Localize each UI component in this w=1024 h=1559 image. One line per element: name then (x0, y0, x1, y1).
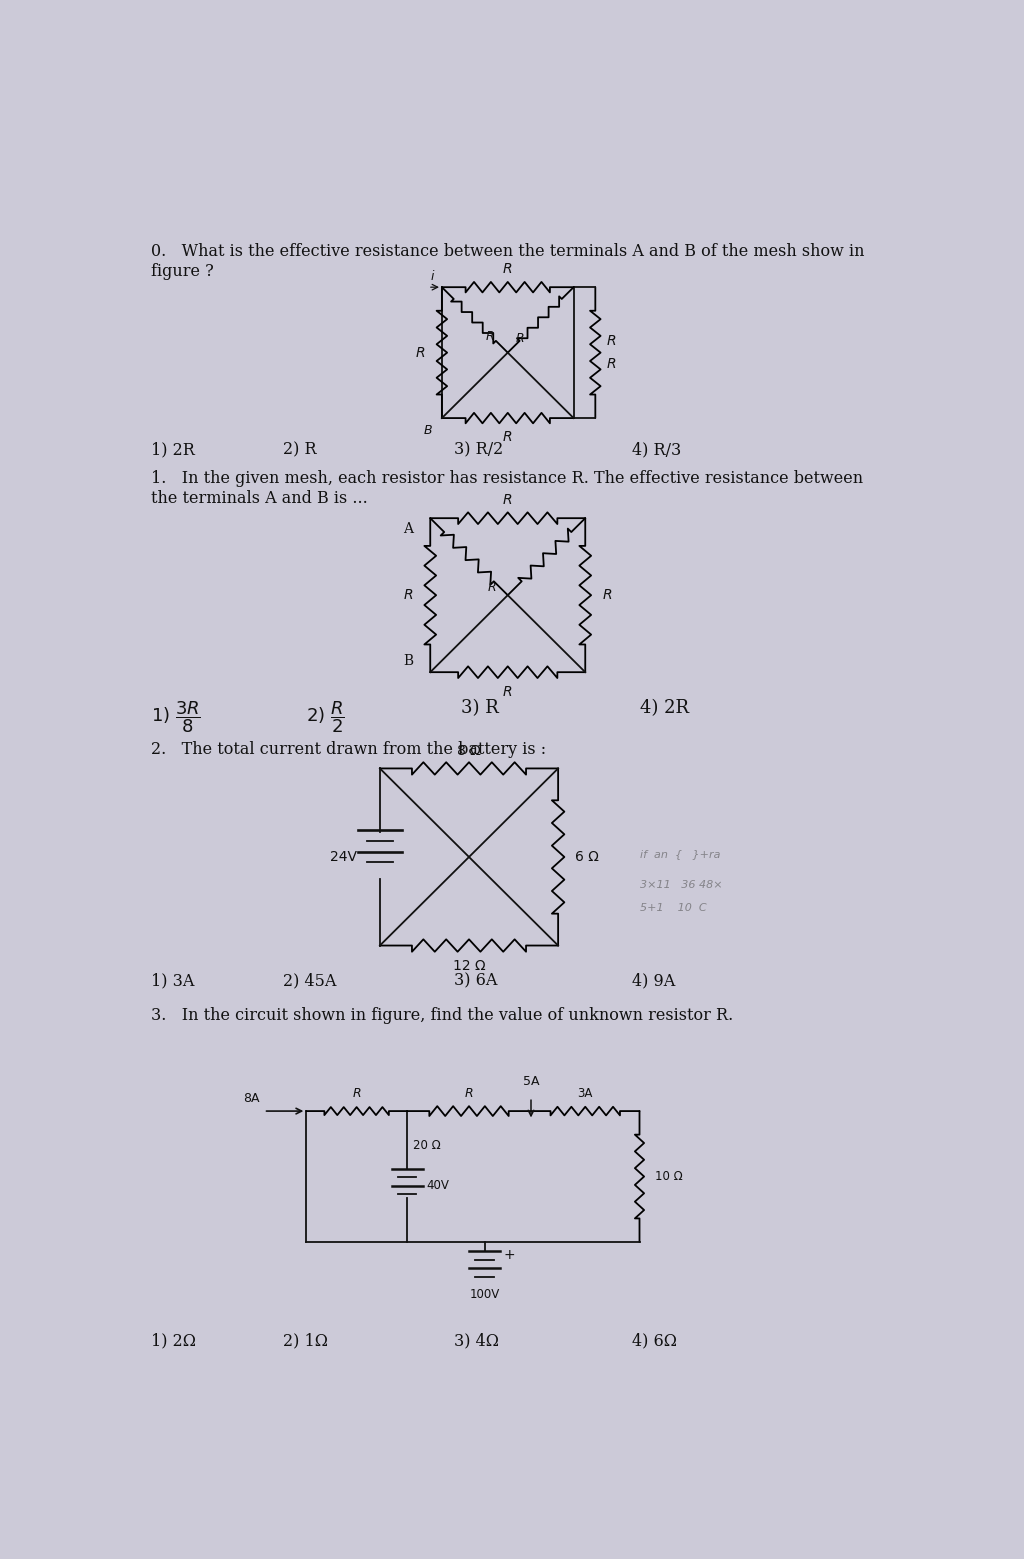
Text: 1) 3A: 1) 3A (152, 973, 195, 990)
Text: 4) 2R: 4) 2R (640, 698, 688, 717)
Text: R: R (465, 1087, 473, 1101)
Text: R: R (503, 684, 513, 698)
Text: R: R (503, 493, 513, 507)
Text: R: R (606, 334, 615, 348)
Text: 3.   In the circuit shown in figure, find the value of unknown resistor R.: 3. In the circuit shown in figure, find … (152, 1007, 733, 1024)
Text: the terminals A and B is ...: the terminals A and B is ... (152, 491, 368, 508)
Text: 3×11   36 48×: 3×11 36 48× (640, 881, 722, 890)
Text: 1) 2Ω: 1) 2Ω (152, 1333, 197, 1350)
Text: 8A: 8A (244, 1091, 260, 1105)
Text: R: R (515, 332, 524, 345)
Text: 2) 45A: 2) 45A (283, 973, 336, 990)
Text: R: R (503, 262, 513, 276)
Text: 5A: 5A (522, 1076, 540, 1088)
Text: 3) 4Ω: 3) 4Ω (454, 1333, 499, 1350)
Text: 3) 6A: 3) 6A (454, 973, 497, 990)
Text: 6 Ω: 6 Ω (575, 850, 599, 864)
Text: 2) $\dfrac{R}{2}$: 2) $\dfrac{R}{2}$ (306, 698, 345, 734)
Text: 2) R: 2) R (283, 441, 316, 458)
Text: 2) 1Ω: 2) 1Ω (283, 1333, 328, 1350)
Text: 20 Ω: 20 Ω (414, 1140, 441, 1152)
Text: 24V: 24V (330, 850, 356, 864)
Text: 4) 9A: 4) 9A (632, 973, 675, 990)
Text: 1.   In the given mesh, each resistor has resistance R. The effective resistance: 1. In the given mesh, each resistor has … (152, 471, 863, 488)
Text: R: R (485, 331, 494, 343)
Text: 4) 6Ω: 4) 6Ω (632, 1333, 677, 1350)
Text: 40V: 40V (426, 1179, 450, 1193)
Text: B: B (403, 655, 414, 669)
Text: i: i (431, 270, 434, 284)
Text: R: R (503, 430, 513, 444)
Text: 3) R/2: 3) R/2 (454, 441, 503, 458)
Text: 12 Ω: 12 Ω (453, 959, 485, 973)
Text: A: A (403, 522, 414, 536)
Text: 10 Ω: 10 Ω (655, 1171, 683, 1183)
Text: 8 Ω: 8 Ω (457, 744, 481, 758)
Text: R: R (602, 588, 612, 602)
Text: 4) R/3: 4) R/3 (632, 441, 681, 458)
Text: 1) 2R: 1) 2R (152, 441, 196, 458)
Text: 3) R: 3) R (461, 698, 499, 717)
Text: R: R (403, 588, 414, 602)
Text: R: R (606, 357, 615, 371)
Text: figure ?: figure ? (152, 262, 214, 279)
Text: R: R (352, 1087, 360, 1101)
Text: 100V: 100V (469, 1288, 500, 1302)
Text: 5+1    10  C: 5+1 10 C (640, 903, 707, 914)
Text: 1) $\dfrac{3R}{8}$: 1) $\dfrac{3R}{8}$ (152, 698, 201, 734)
Text: if  an  {   }+ra: if an { }+ra (640, 850, 720, 859)
Text: 2.   The total current drawn from the battery is :: 2. The total current drawn from the batt… (152, 742, 547, 759)
Text: B: B (424, 424, 432, 437)
Text: +: + (504, 1249, 515, 1263)
Text: 3A: 3A (578, 1087, 593, 1101)
Text: 0.   What is the effective resistance between the terminals A and B of the mesh : 0. What is the effective resistance betw… (152, 243, 864, 259)
Text: R: R (487, 582, 496, 594)
Text: R: R (415, 346, 425, 360)
